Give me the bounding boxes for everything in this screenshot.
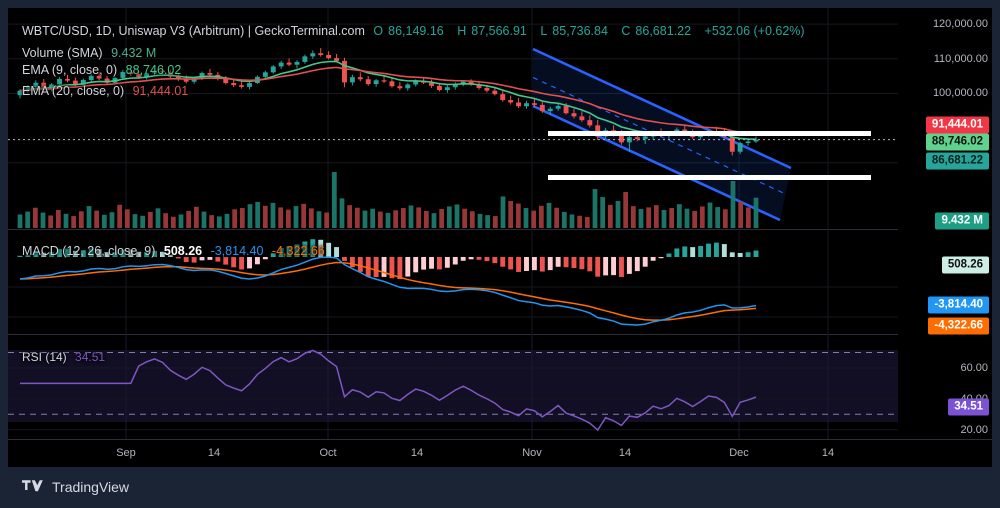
ohlc-high: H 87,566.91 [457, 24, 532, 38]
macd-value-badge[interactable]: 508.26 [941, 256, 989, 274]
ema20-value: 91,444.01 [132, 84, 189, 98]
macd-legend[interactable]: MACD (12, 26, close, 9) 508.26 -3,814.40… [22, 244, 330, 258]
pane-separator-macd [8, 229, 898, 230]
time-axis[interactable]: Sep 14 Oct 14 Nov 14 Dec 14 [8, 439, 992, 467]
time-tick-7: 14 [821, 447, 835, 459]
ema9-price-badge[interactable]: 88,746.02 [925, 133, 989, 151]
price-axis[interactable]: 120,000.00110,000.00100,000.0080,000.009… [898, 8, 992, 439]
rsi-legend[interactable]: RSI (14) 34.51 [22, 350, 110, 364]
time-tick-1: 14 [207, 447, 221, 459]
high-value: 87,566.91 [471, 24, 527, 38]
rsi-label: RSI (14) [22, 350, 67, 364]
pane-separator-rsi [8, 334, 898, 335]
macd-line-value: -3,814.40 [210, 244, 264, 258]
volume-value: 9.432 M [111, 46, 157, 60]
macd-pane[interactable] [8, 229, 898, 334]
ema20-label: EMA (20, close, 0) [22, 84, 125, 98]
ohlc-low: L 85,736.84 [540, 24, 613, 38]
time-tick-6: Dec [729, 447, 749, 459]
price-plot [8, 8, 898, 229]
time-tick-2: Oct [319, 447, 337, 459]
low-value: 85,736.84 [552, 24, 608, 38]
macd-line-badge[interactable]: -3,814.40 [928, 296, 989, 314]
time-tick-5: 14 [618, 447, 632, 459]
macd-plot [8, 229, 898, 334]
rsi-plot [8, 334, 898, 439]
ema20-price-badge[interactable]: 91,444.01 [925, 116, 989, 134]
tradingview-logo[interactable]: TradingView [22, 479, 129, 495]
open-value: 86,149.16 [388, 24, 444, 38]
ema9-legend[interactable]: EMA (9, close, 0) 88,746.02 [22, 63, 186, 77]
price-tick-2: 100,000.00 [932, 87, 988, 100]
price-tick-1: 110,000.00 [933, 52, 988, 65]
tradingview-wordmark: TradingView [52, 479, 130, 495]
macd-value: 508.26 [163, 244, 203, 258]
footer-bar [0, 467, 1000, 508]
volume-label: Volume (SMA) [22, 46, 103, 60]
price-pane[interactable] [8, 8, 898, 229]
ema9-value: 88,746.02 [125, 63, 182, 77]
volume-legend[interactable]: Volume (SMA) 9.432 M [22, 46, 161, 60]
rsi-band [8, 350, 898, 422]
rsi-tick-2: 20.00 [960, 423, 988, 436]
symbol-label: WBTC/USD, 1D, Uniswap V3 (Arbitrum) | Ge… [22, 24, 365, 38]
open-label: O [373, 24, 384, 38]
ema9-label: EMA (9, close, 0) [22, 63, 118, 77]
high-label: H [457, 24, 467, 38]
low-label: L [540, 24, 548, 38]
rsi-tick-0: 60.00 [960, 361, 988, 374]
ohlc-open: O 86,149.16 [373, 24, 448, 38]
macd-label: MACD (12, 26, close, 9) [22, 244, 156, 258]
macd-signal-badge[interactable]: -4,322.66 [928, 317, 989, 335]
chart-canvas[interactable]: WBTC/USD, 1D, Uniswap V3 (Arbitrum) | Ge… [8, 8, 992, 467]
time-tick-0: Sep [116, 447, 136, 459]
tradingview-glyph-icon [22, 480, 43, 492]
rsi-pane[interactable] [8, 334, 898, 439]
change-value: +532.06 (+0.62%) [704, 24, 805, 38]
chart-title-legend[interactable]: WBTC/USD, 1D, Uniswap V3 (Arbitrum) | Ge… [22, 24, 810, 38]
close-value: 86,681.22 [635, 24, 692, 38]
volume-badge[interactable]: 9.432 M [935, 212, 989, 230]
rsi-value: 34.51 [75, 350, 106, 364]
time-tick-3: 14 [410, 447, 424, 459]
macd-signal-value: -4,322.66 [271, 244, 325, 258]
rsi-value-badge[interactable]: 34.51 [948, 398, 989, 416]
last-price-badge[interactable]: 86,681.22 [925, 152, 989, 170]
ohlc-close: C 86,681.22 [621, 24, 696, 38]
ema20-legend[interactable]: EMA (20, close, 0) 91,444.01 [22, 84, 193, 98]
close-label: C [621, 24, 631, 38]
time-tick-4: Nov [522, 447, 542, 459]
price-tick-0: 120,000.00 [932, 18, 988, 31]
